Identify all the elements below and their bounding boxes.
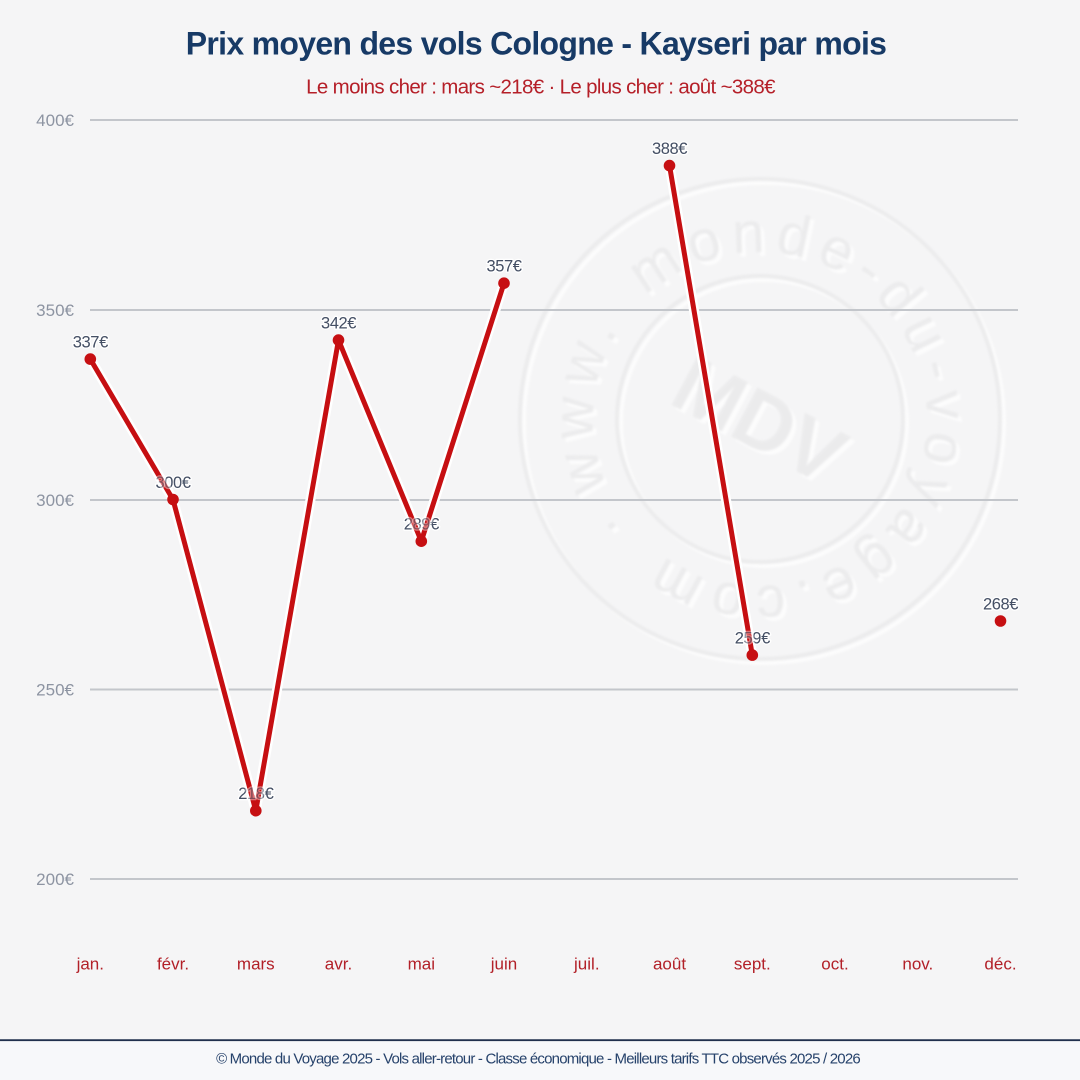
svg-text:337€: 337€: [73, 334, 108, 352]
svg-text:oct.: oct.: [821, 955, 848, 974]
svg-text:mars: mars: [237, 955, 275, 974]
svg-text:388€: 388€: [652, 140, 687, 158]
svg-text:avr.: avr.: [325, 955, 352, 974]
svg-text:337€: 337€: [73, 334, 108, 352]
svg-text:févr.: févr.: [157, 955, 189, 974]
svg-text:342€: 342€: [321, 315, 356, 333]
svg-text:289€: 289€: [404, 516, 439, 534]
svg-text:nov.: nov.: [902, 955, 933, 974]
svg-text:357€: 357€: [486, 258, 521, 276]
svg-text:300€: 300€: [155, 474, 190, 492]
svg-text:342€: 342€: [321, 315, 356, 333]
svg-text:300€: 300€: [36, 491, 74, 510]
svg-text:357€: 357€: [486, 258, 521, 276]
svg-text:400€: 400€: [36, 111, 74, 130]
svg-text:© Monde du Voyage 2025 - Vols: © Monde du Voyage 2025 - Vols aller-reto…: [216, 1051, 860, 1068]
svg-text:388€: 388€: [652, 140, 687, 158]
svg-text:200€: 200€: [36, 870, 74, 889]
svg-text:août: août: [653, 955, 686, 974]
svg-text:250€: 250€: [36, 681, 74, 700]
svg-text:déc.: déc.: [984, 955, 1016, 974]
svg-text:268€: 268€: [983, 595, 1018, 613]
svg-text:juin: juin: [490, 955, 517, 974]
svg-text:268€: 268€: [983, 595, 1018, 613]
svg-text:218€: 218€: [238, 785, 273, 803]
svg-text:259€: 259€: [735, 630, 770, 648]
svg-text:mai: mai: [408, 955, 435, 974]
svg-text:sept.: sept.: [734, 955, 771, 974]
svg-text:jan.: jan.: [76, 955, 104, 974]
svg-text:Prix moyen des vols Cologne -: Prix moyen des vols Cologne - Kayseri pa…: [186, 26, 887, 62]
svg-text:350€: 350€: [36, 301, 74, 320]
svg-text:Le moins cher : mars ~218€ · L: Le moins cher : mars ~218€ · Le plus che…: [306, 76, 776, 99]
svg-text:juil.: juil.: [573, 955, 600, 974]
